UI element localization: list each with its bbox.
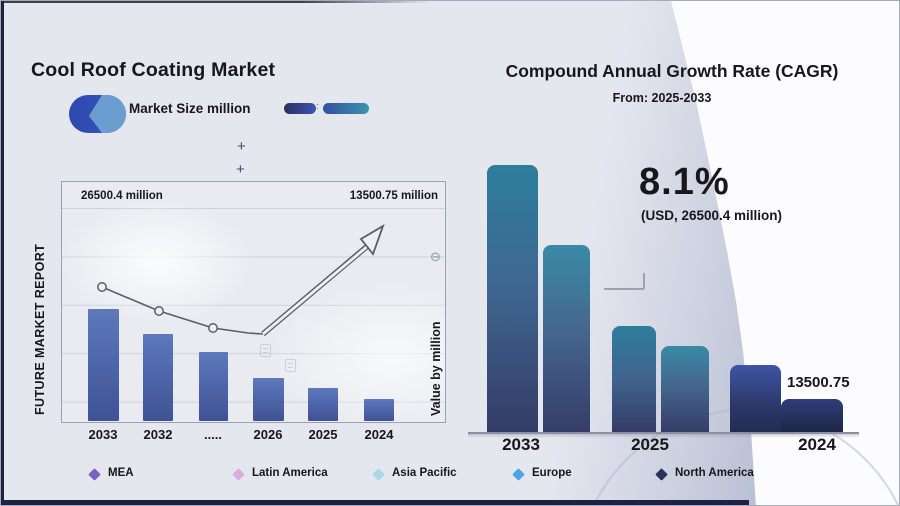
market-size-chart: 26500.4 million 13500.75 million [61,181,446,423]
x-label-2026: 2026 [253,427,283,442]
chart-min-value-label: 13500.75 million [349,190,438,202]
legend-label-asia-pacific: Asia Pacific [392,467,457,479]
legend-label-latin-america: Latin America [252,467,328,479]
left-accent-strip [1,1,4,505]
watermark-clipboard-icon [260,344,271,357]
legend-diamond-europe-icon [512,468,525,481]
gradient-pill-icon [284,103,316,114]
pill-separator: : [316,101,319,111]
cagr-subtitle: From: 2025-2033 [612,91,712,105]
value-axis-label: Value by million [429,321,443,416]
legend-label-north-america: North America [675,467,754,479]
bottom-accent-strip [1,500,749,505]
minus-circle-icon: ⊖ [430,249,441,264]
cagr-bar-2033-primary [487,165,538,432]
x-axis-line [468,432,859,434]
gradient-pill-icon [323,103,369,114]
market-size-logo-icon [69,95,126,133]
legend-diamond-mea-icon [88,468,101,481]
cagr-x-label-2033: 2033 [502,435,540,454]
cagr-bar-2025-secondary [661,346,709,432]
market-size-label: Market Size million [129,101,251,116]
x-label-2025: 2025 [308,427,338,442]
region-legend: MEA Latin America Asia Pacific Europe No… [1,463,899,489]
legend-diamond-north-america-icon [655,468,668,481]
x-label-2024: 2024 [364,427,394,442]
cagr-x-label-2024: 2024 [798,435,836,454]
x-label-2032: 2032 [143,427,173,442]
trend-line-arrow [97,223,385,337]
cagr-bar-2024-secondary [781,399,843,432]
plus-mark-icon: + [237,138,246,155]
legend-label-europe: Europe [532,467,572,479]
step-line-decor [604,288,644,290]
cagr-value: 8.1% [639,161,730,203]
legend-diamond-latin-america-icon [232,468,245,481]
cagr-bar-2025-primary [612,326,656,432]
x-label-dots: ..... [203,427,223,442]
step-line-decor [643,273,645,289]
top-accent-line [1,1,431,3]
bar-value-label: 13500.75 [787,374,850,391]
page-title: Cool Roof Coating Market [31,59,276,81]
bar-2033 [88,309,119,421]
bar-intermediate [199,352,228,421]
cagr-title: Compound Annual Growth Rate (CAGR) [505,61,839,81]
x-label-2033: 2033 [88,427,118,442]
legend-diamond-asia-pacific-icon [372,468,385,481]
bar-2024 [364,399,394,421]
bar-2025 [308,388,338,421]
cagr-bar-2024-primary [730,365,781,432]
bar-2026 [253,378,284,421]
bar-2032 [143,334,173,421]
cagr-note: (USD, 26500.4 million) [641,208,783,223]
logo-hexagon-icon [89,95,126,133]
x-axis-shadow [468,434,859,438]
chart-max-value-label: 26500.4 million [81,190,163,202]
cagr-x-label-2025: 2025 [631,435,669,454]
watermark-clipboard-icon [285,359,296,372]
legend-label-mea: MEA [108,467,134,479]
future-market-report-watermark: FUTURE MARKET REPORT [33,243,47,415]
plus-mark-icon: + [236,161,245,178]
cagr-bar-2033-secondary [543,245,590,432]
